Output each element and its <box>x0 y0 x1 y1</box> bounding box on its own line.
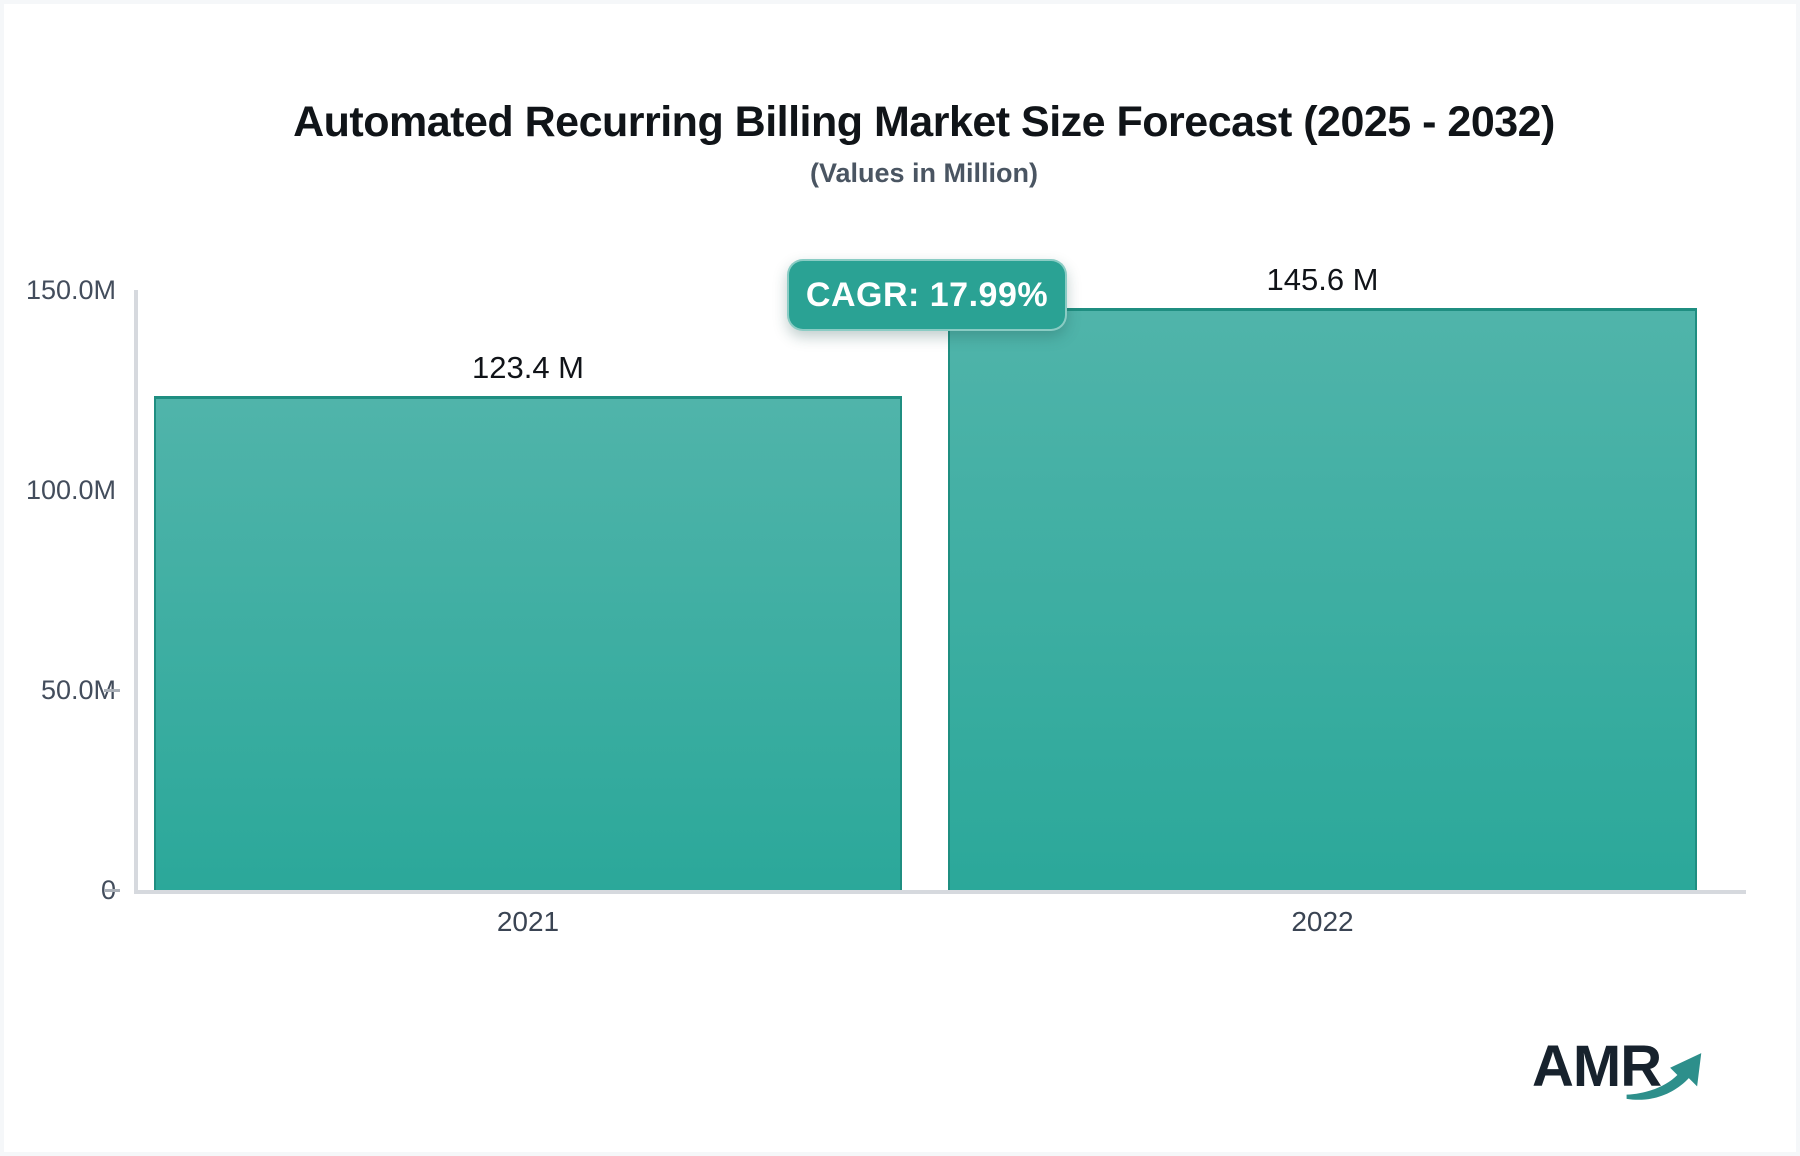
y-axis-line <box>134 290 138 894</box>
amr-logo: AMR <box>1532 1036 1722 1116</box>
bar-value-label: 123.4 M <box>471 350 584 386</box>
y-axis-tick-label: 150.0M <box>25 275 116 305</box>
trend-up-arrow-icon <box>1626 1053 1702 1100</box>
cagr-badge: CAGR: 17.99% <box>787 259 1067 331</box>
bar-2022 <box>948 307 1697 890</box>
chart-subtitle: (Values in Million) <box>809 158 1039 188</box>
chart-title: Automated Recurring Billing Market Size … <box>293 98 1555 146</box>
bar-2021 <box>154 396 902 890</box>
x-axis-line <box>134 890 1746 894</box>
y-axis-tick-label: 0 <box>4 875 116 905</box>
x-axis-label: 2022 <box>1291 906 1354 937</box>
amr-logo-text: AMR <box>1532 1034 1662 1099</box>
y-axis-tick-mark <box>104 689 120 692</box>
y-axis-tick-label: 100.0M <box>25 475 116 505</box>
x-axis-label: 2021 <box>496 906 560 937</box>
bar-value-label: 145.6 M <box>1266 261 1379 297</box>
y-axis-tick-mark <box>104 889 120 892</box>
y-axis-tick-label: 50.0M <box>40 675 116 705</box>
